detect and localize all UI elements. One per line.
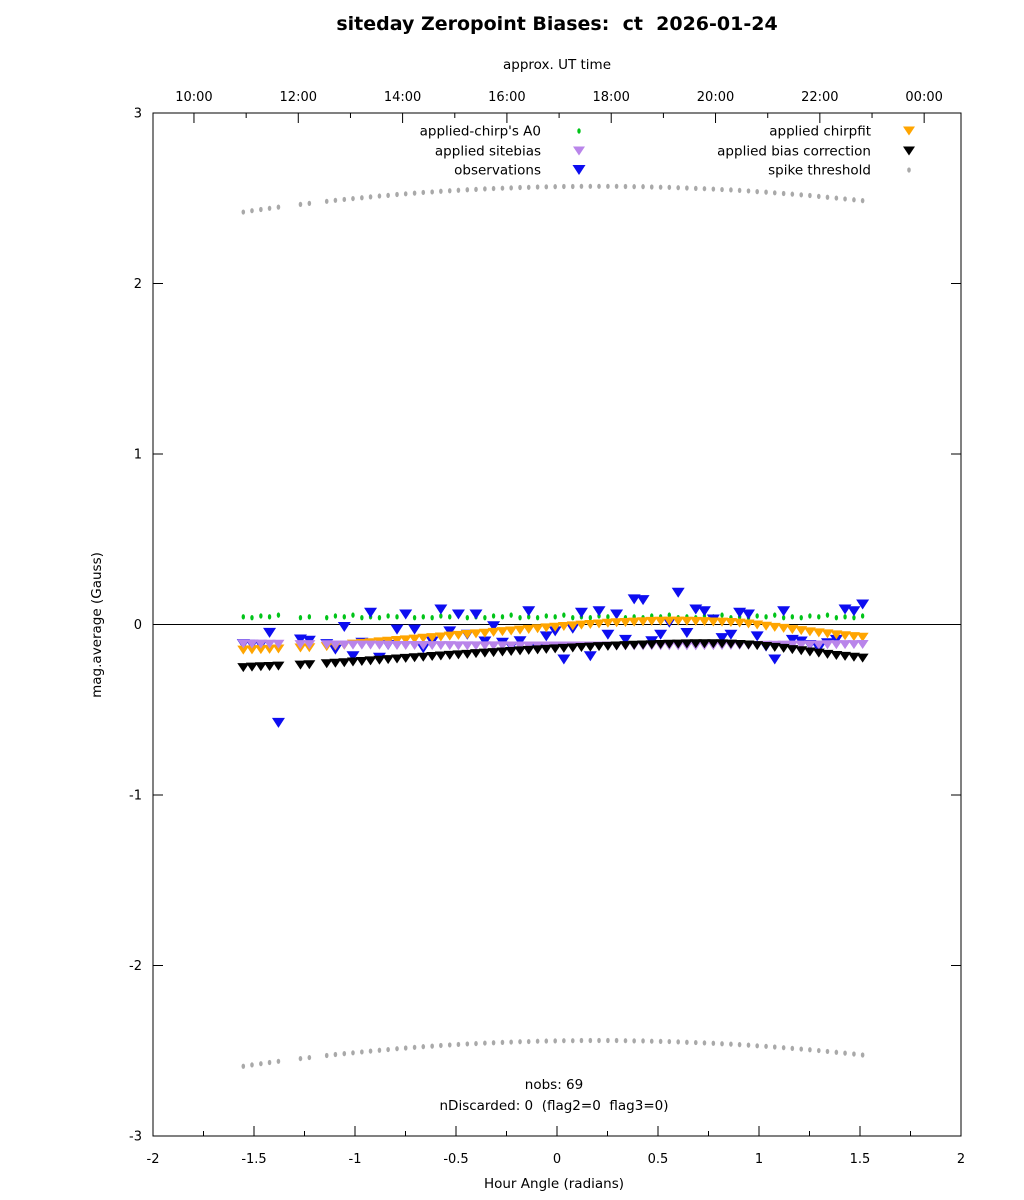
series-observations — [236, 587, 870, 728]
legend-label-applied-sitebias: applied sitebias — [435, 144, 541, 160]
top-axis-tick-labels: 10:00 12:00 14:00 16:00 18:00 20:00 22:00 00:00 — [175, 90, 943, 105]
x-axis-tick-labels: -2 -1.5 -1 -0.5 0 0.5 1 1.5 2 — [147, 1152, 966, 1167]
y-axis-tick-labels: 3 2 1 0 -1 -2 -3 — [129, 107, 142, 1145]
tick-label: 0.5 — [648, 1152, 669, 1167]
x-axis-title: Hour Angle (radians) — [483, 1176, 625, 1192]
series-spike-threshold-upper — [241, 183, 865, 215]
chart-title: siteday Zeropoint Biases: ct 2026-01-24 — [336, 13, 778, 35]
nobs-annotation: nobs: 69 — [524, 1077, 584, 1093]
legend-label-applied-chirpfit: applied chirpfit — [769, 124, 871, 140]
legend-label-applied-bias-correction: applied bias correction — [717, 144, 871, 160]
legend-marker-spike-threshold-upper — [907, 167, 911, 173]
tick-label: 1.5 — [850, 1152, 871, 1167]
legend-marker-observations — [572, 165, 586, 175]
tick-label: 0 — [553, 1152, 561, 1167]
legend-label-applied-chirps-a0: applied-chirp's A0 — [420, 124, 541, 140]
tick-label: -1 — [349, 1152, 362, 1167]
ndiscarded-annotation: nDiscarded: 0 (flag2=0 flag3=0) — [439, 1098, 669, 1114]
tick-label: 2 — [957, 1152, 965, 1167]
series-spike-threshold-lower — [241, 1037, 865, 1069]
tick-label: 0 — [134, 618, 142, 633]
tick-label: 16:00 — [488, 90, 525, 105]
tick-label: 1 — [134, 448, 142, 463]
tick-label: 12:00 — [280, 90, 317, 105]
tick-label: 00:00 — [905, 90, 942, 105]
tick-label: 2 — [134, 277, 142, 292]
tick-label: 18:00 — [592, 90, 629, 105]
legend-marker-applied-bias-correction — [903, 146, 915, 156]
legend-label-spike-threshold-upper: spike threshold — [768, 163, 871, 179]
tick-label: 22:00 — [801, 90, 838, 105]
legend-marker-applied-chirps-a0 — [577, 128, 581, 134]
legend-marker-applied-sitebias — [573, 146, 585, 156]
top-axis-title: approx. UT time — [503, 57, 611, 73]
tick-label: 14:00 — [384, 90, 421, 105]
legend-label-observations: observations — [454, 163, 541, 179]
series-applied-bias-correction — [237, 639, 869, 673]
tick-label: -0.5 — [443, 1152, 468, 1167]
tick-label: 20:00 — [697, 90, 734, 105]
tick-label: -2 — [129, 959, 142, 974]
tick-label: 3 — [134, 107, 142, 122]
series-applied-chirps-a0 — [241, 612, 865, 621]
tick-label: 10:00 — [175, 90, 212, 105]
axis-ticks — [152, 112, 962, 1137]
tick-label: -2 — [147, 1152, 160, 1167]
tick-label: -3 — [129, 1130, 142, 1145]
legend: applied-chirp's A0 applied chirpfit applie… — [420, 124, 915, 179]
tick-label: -1.5 — [241, 1152, 266, 1167]
tick-label: -1 — [129, 789, 142, 804]
legend-marker-applied-chirpfit — [903, 126, 915, 136]
tick-label: 1 — [755, 1152, 763, 1167]
